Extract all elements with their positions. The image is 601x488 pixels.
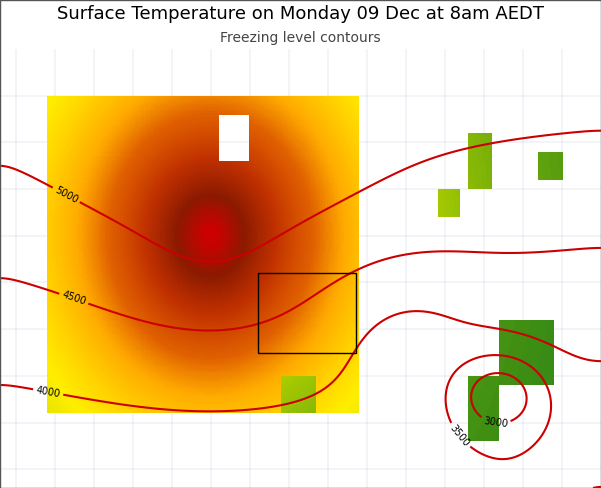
Text: 3000: 3000 [483,416,508,429]
Text: Surface Temperature on Monday 09 Dec at 8am AEDT: Surface Temperature on Monday 09 Dec at … [57,5,544,22]
Bar [258,273,356,352]
Text: 4500: 4500 [61,290,87,307]
Text: 3500: 3500 [448,423,471,448]
Text: 4000: 4000 [35,385,61,399]
Text: 5000: 5000 [53,184,79,205]
Text: Freezing level contours: Freezing level contours [220,31,381,45]
